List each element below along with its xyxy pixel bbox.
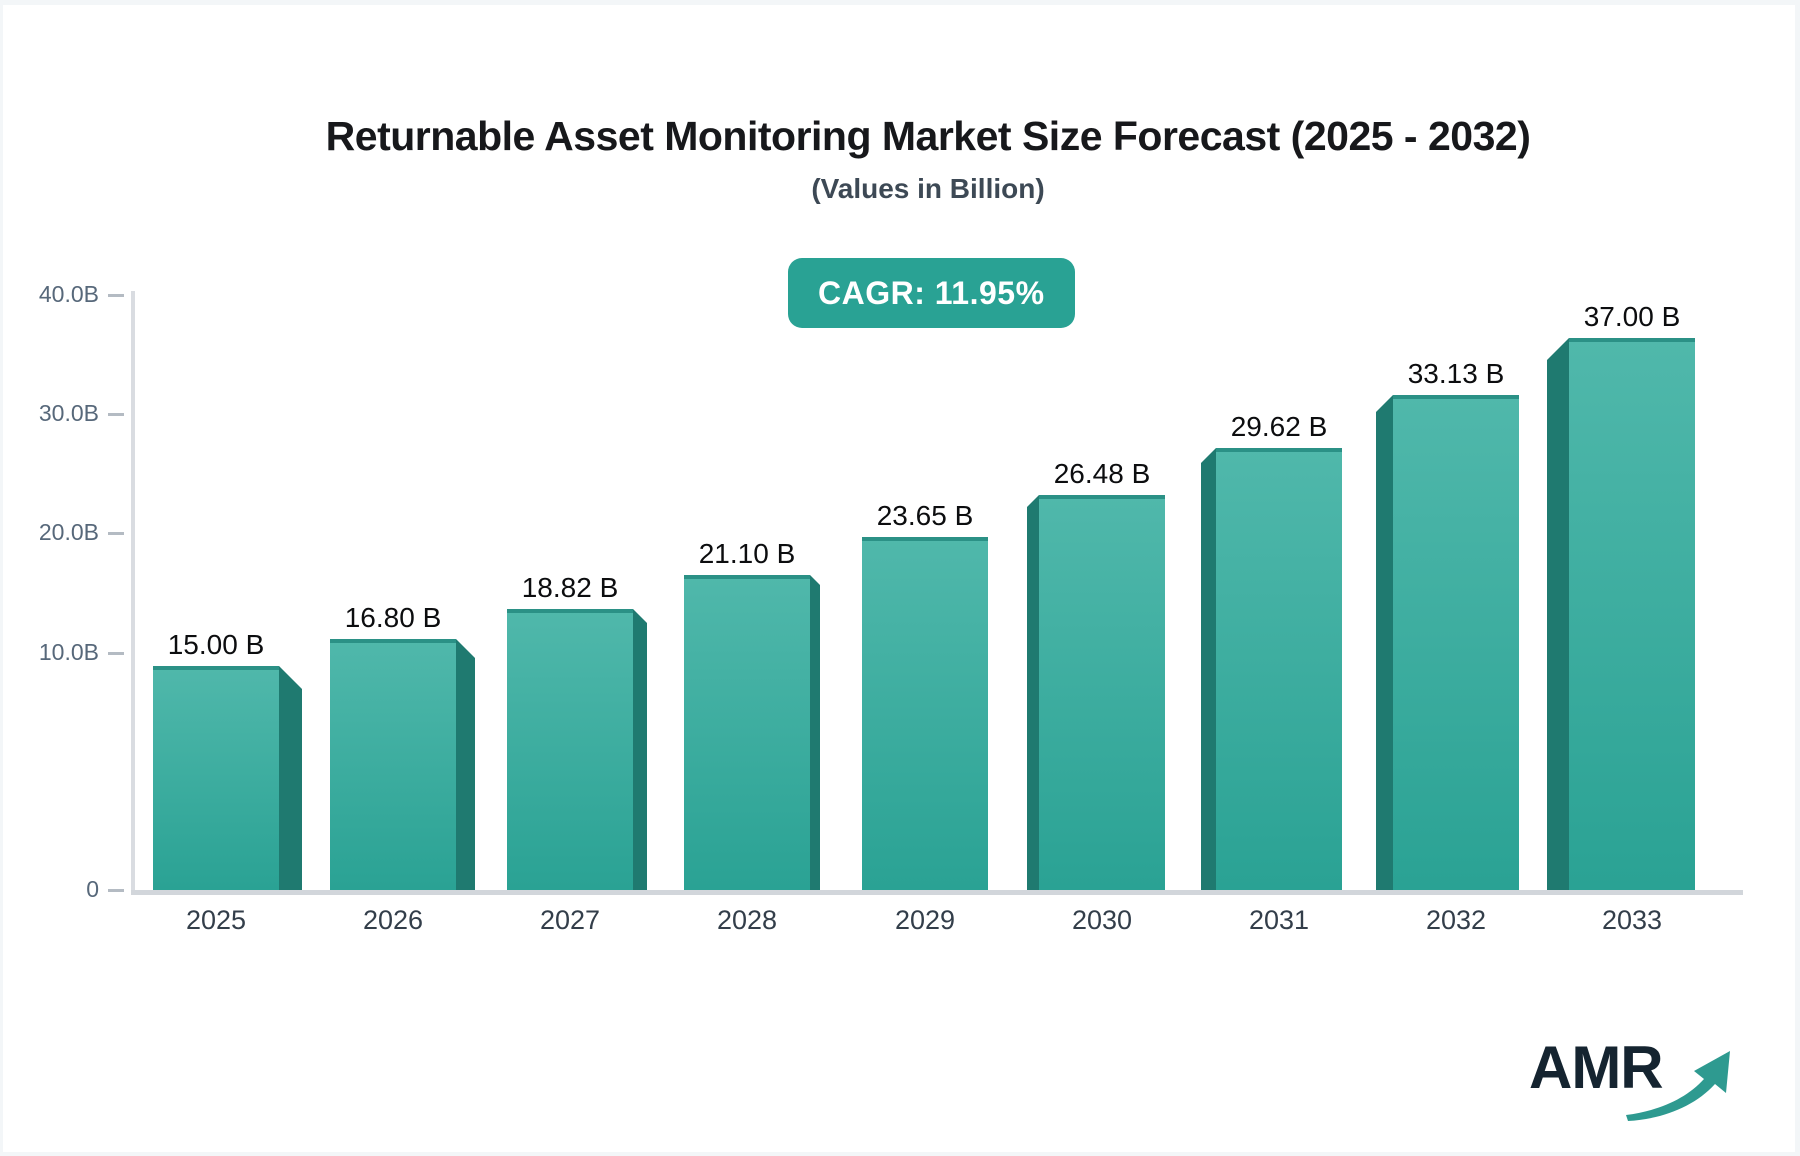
x-axis-label: 2033 [1601, 905, 1663, 935]
bar-value-label: 18.82 B [521, 572, 619, 603]
y-tick-dash [108, 532, 124, 535]
y-tick-label: 30.0B [38, 400, 99, 426]
x-axis-label: 2025 [185, 905, 247, 935]
bar-top-edge [862, 537, 988, 541]
bar-top-edge [1569, 338, 1695, 342]
bar-side-face [633, 609, 647, 890]
chart-card: Returnable Asset Monitoring Market Size … [3, 5, 1795, 1152]
bar-2030 [1039, 495, 1165, 890]
bar-side-face [279, 666, 302, 890]
bar-value-label: 21.10 B [698, 538, 796, 569]
bar-top-edge [684, 575, 810, 579]
bar-value-label: 33.13 B [1407, 358, 1505, 389]
bar-2033 [1569, 338, 1695, 890]
x-axis-label: 2031 [1248, 905, 1310, 935]
bar-side-face [456, 639, 475, 890]
bar-2026 [330, 639, 456, 890]
y-axis-line [131, 291, 135, 895]
cagr-badge: CAGR: 11.95% [788, 258, 1075, 328]
y-tick-dash [108, 652, 124, 655]
bar-2025 [153, 666, 279, 890]
bar-2029 [862, 537, 988, 890]
amr-logo: AMR [1523, 1027, 1743, 1122]
y-tick-label: 40.0B [38, 281, 99, 307]
y-tick-dash [108, 889, 124, 892]
bar-top-edge [1039, 495, 1165, 499]
bar-value-label: 29.62 B [1230, 411, 1328, 442]
y-tick-dash [108, 413, 124, 416]
bar-side-face [1376, 395, 1393, 890]
x-axis-label: 2027 [539, 905, 601, 935]
bar-2031 [1216, 448, 1342, 890]
amr-logo-text: AMR [1529, 1034, 1664, 1101]
y-tick-label: 20.0B [38, 519, 99, 545]
bar-2032 [1393, 395, 1519, 890]
bar-value-label: 16.80 B [344, 602, 442, 633]
bar-side-face [810, 575, 820, 890]
x-axis-label: 2030 [1071, 905, 1133, 935]
x-axis-label: 2028 [716, 905, 778, 935]
bar-value-label: 26.48 B [1053, 458, 1151, 489]
bar-2028 [684, 575, 810, 890]
bar-top-edge [507, 609, 633, 613]
x-axis-label: 2029 [894, 905, 956, 935]
x-axis-label: 2032 [1425, 905, 1487, 935]
bar-top-edge [1216, 448, 1342, 452]
x-axis-baseline [131, 890, 1743, 895]
bar-top-edge [1393, 395, 1519, 399]
growth-arrow-icon [1626, 1051, 1730, 1121]
bar-side-face [1027, 495, 1039, 890]
bar-side-face [1201, 448, 1216, 890]
y-tick-label: 0 [86, 876, 99, 902]
bar-value-label: 15.00 B [167, 629, 265, 660]
bar-top-edge [153, 666, 279, 670]
bar-2027 [507, 609, 633, 890]
chart-subtitle: (Values in Billion) [811, 173, 1045, 204]
y-tick-dash [108, 294, 124, 297]
y-tick-label: 10.0B [38, 639, 99, 665]
bar-top-edge [330, 639, 456, 643]
bar-value-label: 37.00 B [1583, 301, 1681, 332]
x-axis-label: 2026 [362, 905, 424, 935]
bar-side-face [1547, 338, 1569, 890]
bar-value-label: 23.65 B [876, 500, 974, 531]
chart-title: Returnable Asset Monitoring Market Size … [325, 113, 1531, 159]
